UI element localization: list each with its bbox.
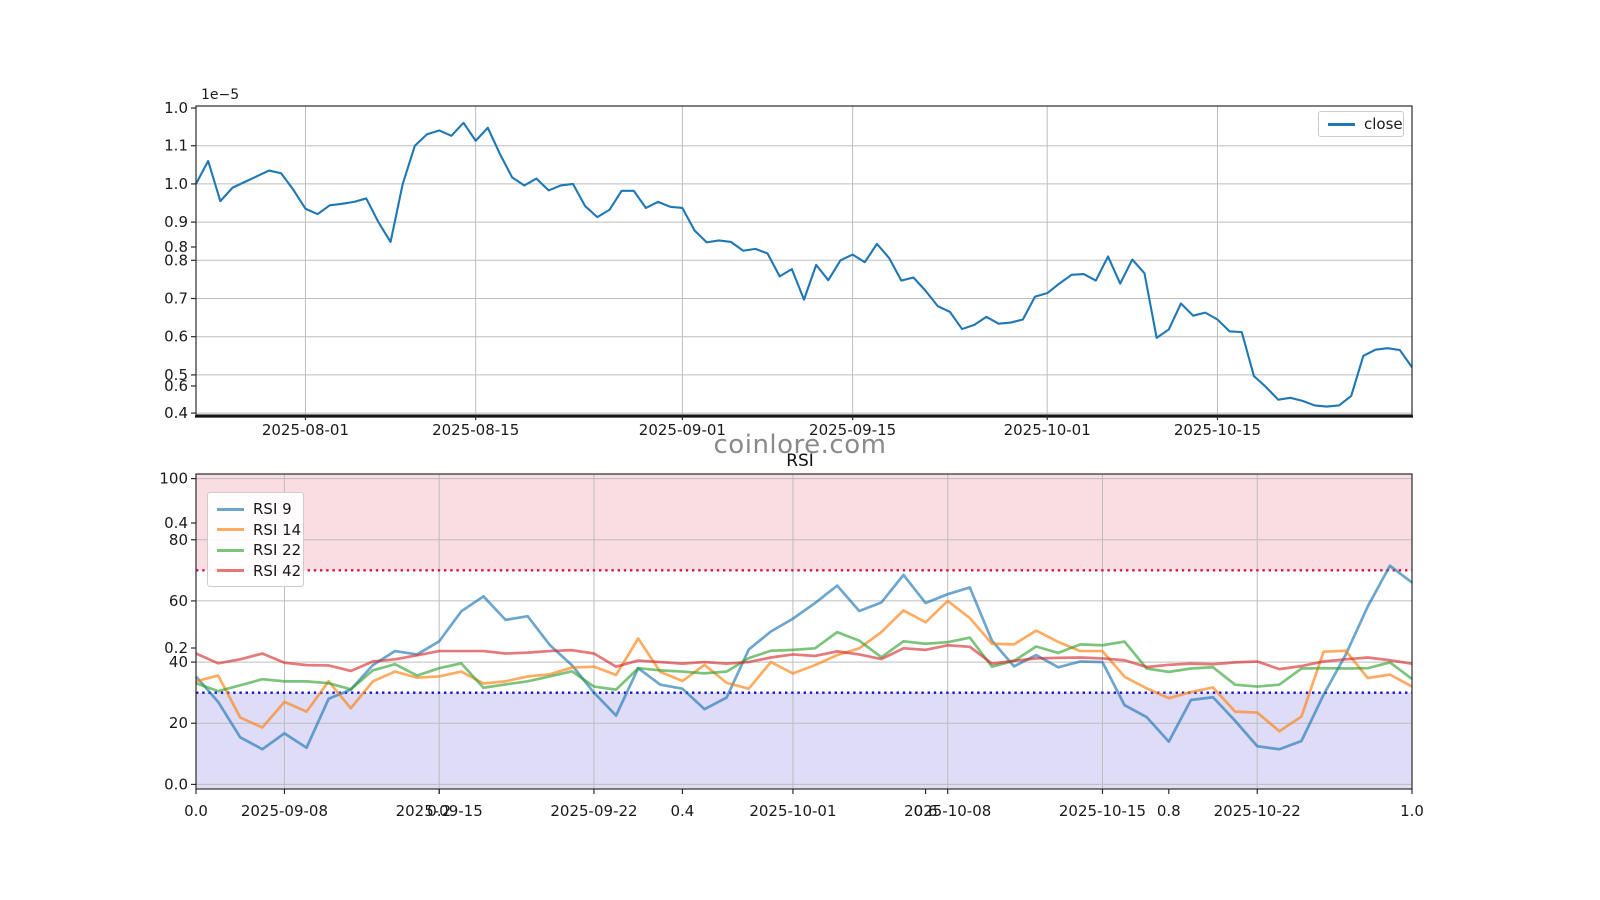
rsi-legend-row: RSI 22 — [217, 540, 303, 561]
ghost-y-tick-label: 1.0 — [164, 99, 188, 117]
price-x-tick-label: 2025-10-01 — [1004, 421, 1091, 439]
rsi-legend: RSI 9 RSI 14 RSI 22 RSI 42 — [207, 492, 304, 587]
rsi-x-tick-label: 2025-09-15 — [396, 802, 483, 820]
rsi-legend-row: RSI 14 — [217, 520, 303, 541]
rsi-x-tick-label: 2025-09-22 — [550, 802, 637, 820]
price-legend: close — [1318, 111, 1404, 137]
rsi42-line-swatch — [217, 569, 244, 573]
rsi-legend-row: RSI 42 — [217, 561, 303, 582]
rsi-y-tick-label: 60 — [169, 592, 188, 610]
ghost-x-tick-label: 0.0 — [184, 802, 208, 820]
rsi-legend-row: RSI 9 — [217, 499, 303, 520]
rsi-y-zero-label: 0.0 — [164, 775, 188, 793]
rsi14-legend-label: RSI 14 — [253, 520, 302, 539]
watermark: coinlore.com — [713, 430, 887, 460]
rsi-chart-title: RSI — [786, 451, 814, 471]
ghost-x-tick-label: 0.8 — [1157, 802, 1181, 820]
ghost-x-tick-label: 0.2 — [427, 802, 451, 820]
ghost-y-tick-label: 0.6 — [164, 377, 188, 395]
price-y-tick-label: 0.4 — [164, 404, 188, 422]
ghost-x-tick-label: 0.6 — [914, 802, 938, 820]
rsi-x-tick-label: 2025-10-01 — [749, 802, 836, 820]
rsi-y-tick-label: 80 — [169, 531, 188, 549]
rsi22-line-swatch — [217, 548, 244, 552]
price-x-tick-label: 2025-08-01 — [262, 421, 349, 439]
rsi9-line-swatch — [217, 507, 244, 511]
rsi22-legend-label: RSI 22 — [253, 541, 302, 560]
rsi-y-tick-label: 40 — [169, 653, 188, 671]
rsi-y-tick-label: 100 — [159, 470, 188, 488]
rsi-y-tick-label: 20 — [169, 714, 188, 732]
rsi-x-tick-label: 2025-10-08 — [904, 802, 991, 820]
rsi14-line-swatch — [217, 528, 244, 532]
ghost-y-tick-label: 0.4 — [164, 514, 188, 532]
rsi-x-tick-label: 2025-09-08 — [241, 802, 328, 820]
rsi-x-tick-label: 2025-10-22 — [1214, 802, 1301, 820]
ghost-x-tick-label: 0.4 — [670, 802, 694, 820]
rsi-x-tick-label: 2025-10-15 — [1059, 802, 1146, 820]
price-y-tick-label: 0.8 — [164, 251, 188, 269]
price-y-tick-label: 0.9 — [164, 213, 188, 231]
rsi42-legend-label: RSI 42 — [253, 561, 302, 580]
rsi-axes-border — [195, 473, 1413, 790]
close-legend-label: close — [1364, 115, 1403, 133]
rsi14-line — [195, 599, 1413, 733]
price-x-tick-label: 2025-09-01 — [639, 421, 726, 439]
price-x-tick-label: 2025-10-15 — [1174, 421, 1261, 439]
ghost-x-tick-label: 1.0 — [1400, 802, 1424, 820]
price-x-tick-label: 2025-08-15 — [432, 421, 519, 439]
close-line-swatch — [1328, 122, 1355, 126]
price-x-tick-label: 2025-09-15 — [809, 421, 896, 439]
rsi9-legend-label: RSI 9 — [253, 500, 292, 519]
ghost-y-tick-label: 0.2 — [164, 639, 188, 657]
price-y-tick-label: 0.6 — [164, 328, 188, 346]
price-y-tick-label: 0.7 — [164, 290, 188, 308]
rsi9-line — [194, 564, 1413, 751]
price-y-tick-label: 1.0 — [164, 175, 188, 193]
price-y-tick-label: 0.5 — [164, 366, 188, 384]
rsi42-line — [195, 643, 1413, 673]
oversold-band — [196, 692, 1412, 789]
overbought-band — [196, 474, 1412, 571]
ghost-y-tick-label: 0.8 — [164, 238, 188, 256]
y-axis-offset-label: 1e−5 — [201, 87, 240, 103]
rsi22-line — [195, 630, 1413, 693]
price-y-tick-label: 1.1 — [164, 137, 188, 155]
close-line — [195, 121, 1413, 408]
